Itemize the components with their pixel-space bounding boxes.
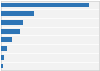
Bar: [1, 55, 4, 60]
Bar: [1, 46, 7, 51]
Bar: [1, 37, 12, 42]
Bar: [1, 20, 23, 25]
Bar: [1, 64, 3, 68]
Bar: [1, 3, 89, 7]
Bar: [1, 29, 20, 34]
Bar: [1, 11, 34, 16]
